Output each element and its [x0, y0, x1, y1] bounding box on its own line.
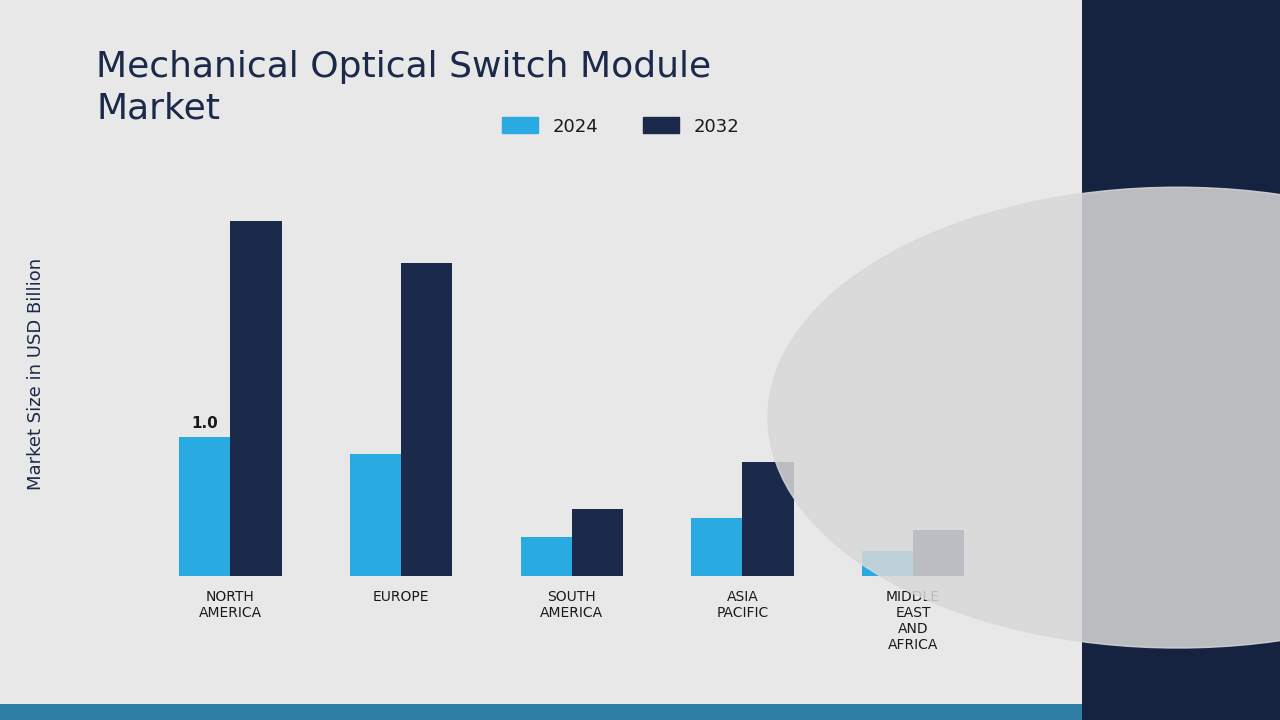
Bar — [349, 454, 401, 576]
Bar — [861, 551, 913, 576]
Bar — [913, 530, 964, 576]
Bar — [742, 462, 794, 576]
Text: Market Size in USD Billion: Market Size in USD Billion — [27, 258, 45, 490]
Bar — [521, 537, 572, 576]
Legend: 2024, 2032: 2024, 2032 — [502, 117, 740, 135]
Bar — [230, 221, 282, 576]
Text: Mechanical Optical Switch Module
Market: Mechanical Optical Switch Module Market — [96, 50, 712, 125]
Bar — [691, 518, 742, 576]
Bar — [179, 437, 230, 576]
Bar — [572, 509, 623, 576]
Text: 1.0: 1.0 — [192, 416, 218, 431]
Bar — [401, 263, 452, 576]
